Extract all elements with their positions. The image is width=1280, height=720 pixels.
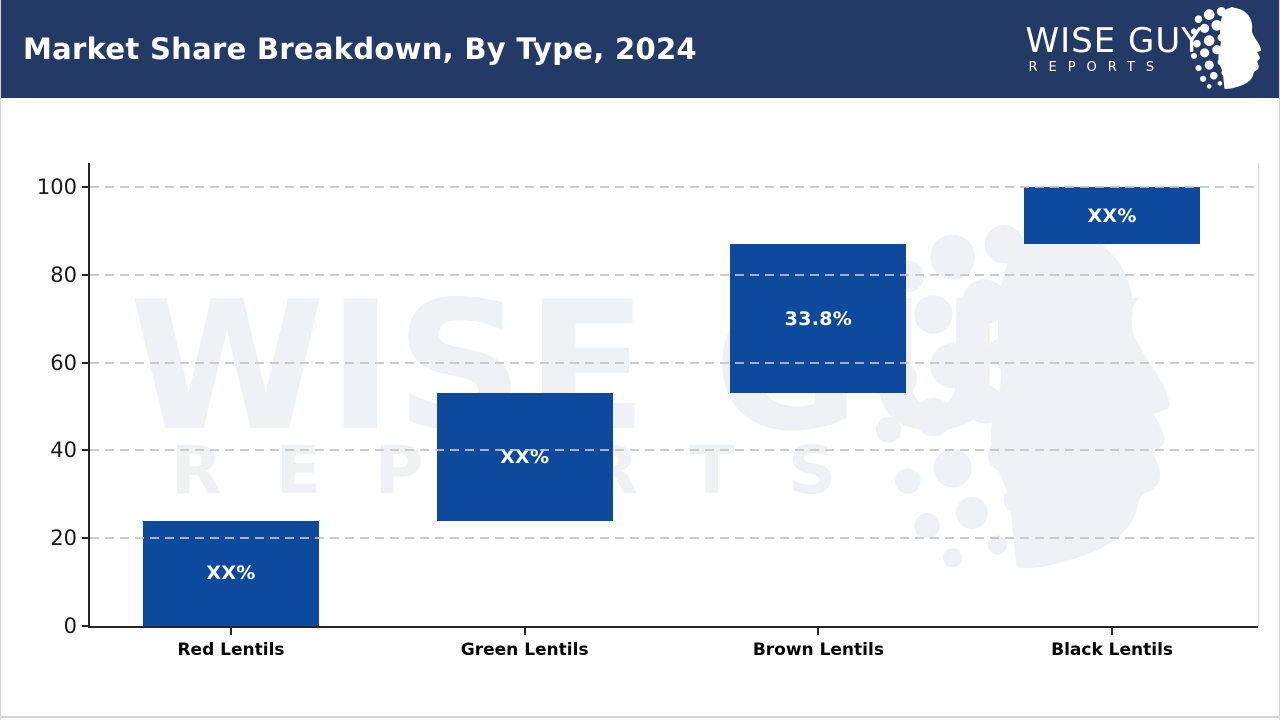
- bar-brown-lentils: 33.8%: [730, 244, 907, 394]
- brand-logo: WISE GUY REPORTS: [1025, 7, 1265, 91]
- x-category-label-1: Green Lentils: [460, 640, 589, 660]
- gridline-100: [90, 186, 1258, 188]
- gridline-40: [90, 449, 1258, 452]
- y-tick-label-100: 100: [36, 175, 77, 199]
- bar-value-label: 33.8%: [784, 307, 853, 330]
- y-tick-label-20: 20: [50, 526, 77, 551]
- y-tick-label-40: 40: [50, 438, 77, 463]
- header-bar: Market Share Breakdown, By Type, 2024 WI…: [1, 0, 1279, 98]
- x-tick-0: [230, 628, 232, 635]
- gridline-80: [90, 273, 1258, 276]
- page-title: Market Share Breakdown, By Type, 2024: [23, 32, 697, 66]
- y-tick-label-60: 60: [50, 350, 77, 375]
- brand-logo-text: WISE GUY REPORTS: [1025, 23, 1203, 75]
- gridline-60: [90, 361, 1258, 364]
- bottom-frame-line: [1, 716, 1279, 718]
- bar-black-lentils: XX%: [1024, 187, 1201, 245]
- x-tick-1: [523, 628, 526, 635]
- x-category-label-2: Brown Lentils: [752, 640, 884, 660]
- bar-value-label: XX%: [1087, 204, 1137, 227]
- gridline-20: [90, 537, 1258, 540]
- logo-wordmark: WISE GUY: [1025, 21, 1203, 61]
- y-tick-40: [82, 449, 89, 452]
- right-spine: [1258, 163, 1259, 626]
- y-tick-20: [82, 537, 89, 540]
- y-tick-60: [82, 361, 89, 364]
- y-tick-0: [82, 625, 89, 627]
- x-category-label-0: Red Lentils: [177, 640, 285, 660]
- y-tick-label-80: 80: [50, 262, 77, 287]
- x-tick-2: [817, 628, 820, 635]
- bar-green-lentils: XX%: [436, 393, 613, 521]
- y-tick-80: [82, 273, 89, 276]
- y-tick-100: [82, 186, 89, 188]
- bar-value-label: XX%: [206, 562, 256, 585]
- logo-subtext: REPORTS: [1028, 60, 1166, 75]
- x-category-label-3: Black Lentils: [1051, 640, 1174, 660]
- y-axis-spine: [88, 163, 90, 628]
- x-axis-spine: [88, 626, 1258, 628]
- x-tick-3: [1111, 628, 1114, 635]
- y-tick-label-0: 0: [63, 614, 77, 638]
- bar-value-label: XX%: [500, 445, 550, 468]
